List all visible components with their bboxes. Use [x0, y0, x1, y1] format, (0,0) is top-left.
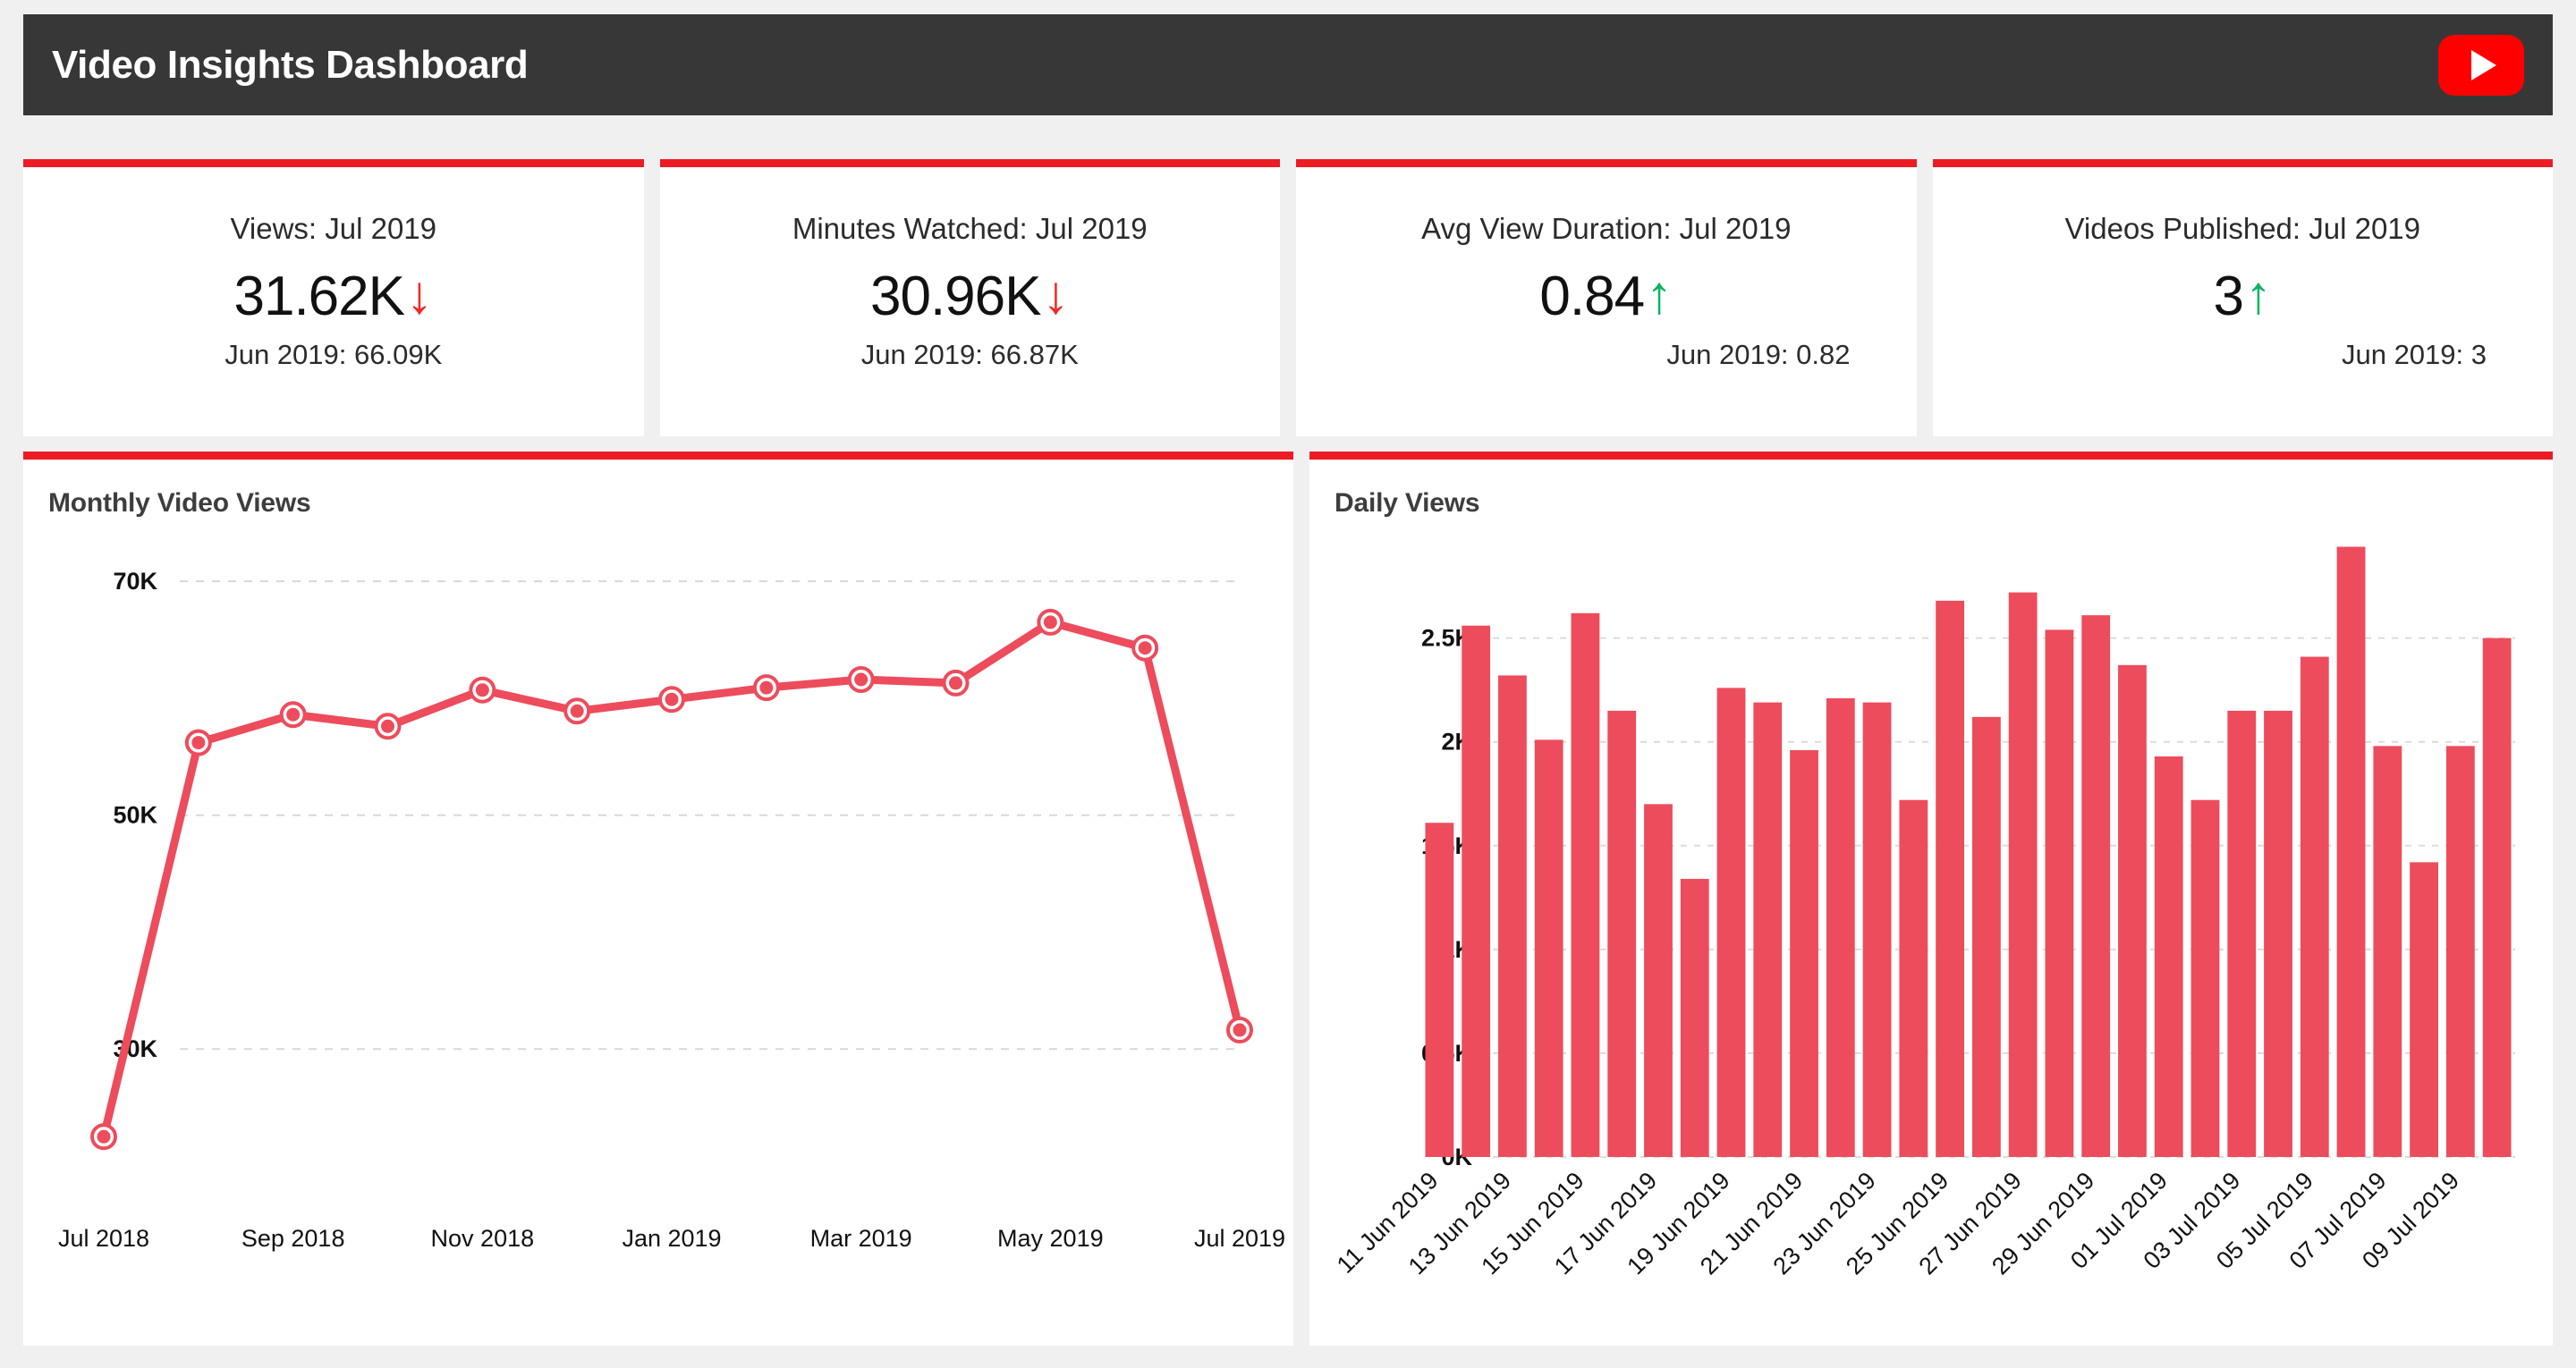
kpi-subtitle: Jun 2019: 0.82	[1666, 339, 1851, 370]
panel-monthly-video-views: Monthly Video Views 30K 50K 70K Jul 2018 Sep…	[23, 452, 1293, 1346]
kpi-subtitle: Jun 2019: 66.09K	[225, 339, 443, 370]
kpi-title: Avg View Duration: Jul 2019	[1421, 212, 1792, 245]
chart-panel-row: Monthly Video Views 30K 50K 70K Jul 2018 Sep…	[23, 452, 2553, 1346]
kpi-value: 30.96K	[869, 266, 1042, 327]
bar[interactable]	[2045, 629, 2074, 1157]
bar[interactable]	[2081, 615, 2111, 1157]
page-title: Video Insights Dashboard	[52, 42, 529, 87]
kpi-title: Views: Jul 2019	[230, 212, 437, 245]
line-data-point[interactable]	[279, 701, 307, 729]
line-data-point[interactable]	[658, 686, 685, 714]
line-data-point[interactable]	[564, 697, 591, 725]
chart-title-monthly-video-views: Monthly Video Views	[48, 488, 311, 518]
line-data-point[interactable]	[90, 1123, 117, 1151]
bar[interactable]	[2445, 746, 2475, 1157]
x-axis-tick-label: Jan 2019	[622, 1225, 721, 1252]
kpi-card-avg-view-duration[interactable]: Avg View Duration: Jul 2019 0.84 ↑ Jun 2…	[1296, 159, 1917, 436]
kpi-card-views[interactable]: Views: Jul 2019 31.62K ↓ Jun 2019: 66.09…	[23, 159, 644, 436]
kpi-card-row: Views: Jul 2019 31.62K ↓ Jun 2019: 66.09…	[23, 159, 2553, 436]
x-axis-tick-label: Jul 2018	[58, 1225, 149, 1252]
x-axis-tick-label: May 2019	[997, 1225, 1104, 1252]
bar[interactable]	[1753, 702, 1783, 1157]
kpi-main-value-group: 3 ↑	[1956, 265, 2530, 327]
line-data-point[interactable]	[752, 674, 780, 702]
bar[interactable]	[1462, 625, 1491, 1157]
bar[interactable]	[1498, 675, 1527, 1157]
bar[interactable]	[1899, 799, 1928, 1157]
kpi-title: Videos Published: Jul 2019	[2064, 212, 2420, 245]
y-axis-tick-label: 50K	[113, 802, 157, 829]
kpi-value: 31.62K	[233, 266, 405, 327]
kpi-value: 3	[2213, 266, 2244, 327]
kpi-main-value-group: 31.62K ↓	[47, 265, 621, 327]
line-data-point[interactable]	[469, 676, 496, 704]
bar[interactable]	[2008, 592, 2038, 1157]
bar[interactable]	[1716, 688, 1746, 1157]
kpi-main-value-group: 0.84 ↑	[1319, 265, 1894, 327]
line-data-point[interactable]	[374, 713, 402, 740]
bar[interactable]	[1862, 702, 1892, 1157]
x-axis-tick-label: Mar 2019	[810, 1225, 912, 1252]
bar[interactable]	[1936, 600, 1965, 1157]
kpi-card-minutes-watched[interactable]: Minutes Watched: Jul 2019 30.96K ↓ Jun 2…	[659, 159, 1280, 436]
bar[interactable]	[2227, 710, 2257, 1157]
kpi-subtitle: Jun 2019: 66.87K	[860, 339, 1079, 370]
kpi-value: 0.84	[1539, 266, 1645, 327]
kpi-card-videos-published[interactable]: Videos Published: Jul 2019 3 ↑ Jun 2019:…	[1932, 159, 2553, 436]
kpi-title: Minutes Watched: Jul 2019	[792, 212, 1148, 245]
bar[interactable]	[1607, 710, 1637, 1157]
bar[interactable]	[1971, 716, 2001, 1157]
bar[interactable]	[1534, 739, 1563, 1157]
line-data-point[interactable]	[1226, 1017, 1253, 1044]
line-data-point[interactable]	[184, 729, 212, 756]
line-data-point[interactable]	[1037, 608, 1064, 636]
bar[interactable]	[1425, 823, 1454, 1157]
bar[interactable]	[1826, 697, 1855, 1157]
kpi-main-value-group: 30.96K ↓	[683, 265, 1258, 327]
bar[interactable]	[2300, 656, 2329, 1157]
bar[interactable]	[2118, 664, 2147, 1157]
x-axis-tick-label: Jul 2019	[1194, 1225, 1285, 1252]
bar[interactable]	[2410, 862, 2438, 1157]
chart-title-daily-views: Daily Views	[1335, 488, 1480, 518]
bar[interactable]	[1571, 612, 1600, 1157]
trend-up-arrow-icon: ↑	[1646, 265, 1674, 325]
bar[interactable]	[2264, 710, 2292, 1157]
line-data-point[interactable]	[942, 669, 970, 697]
bar[interactable]	[1680, 878, 1709, 1157]
y-axis-tick-label: 70K	[113, 568, 157, 595]
play-triangle-icon	[2471, 49, 2496, 80]
bar[interactable]	[1644, 804, 1673, 1157]
bar[interactable]	[2373, 746, 2402, 1157]
trend-down-arrow-icon: ↓	[1042, 265, 1070, 325]
bar[interactable]	[1790, 750, 1818, 1157]
youtube-logo-icon[interactable]	[2438, 34, 2524, 96]
bar[interactable]	[2190, 799, 2220, 1157]
bar[interactable]	[2154, 756, 2183, 1157]
bar[interactable]	[2336, 546, 2366, 1158]
trend-up-arrow-icon: ↑	[2244, 265, 2272, 325]
x-axis-tick-label: Nov 2018	[431, 1225, 535, 1252]
kpi-subtitle: Jun 2019: 3	[2341, 339, 2487, 370]
x-axis-tick-label: Sep 2018	[242, 1225, 345, 1252]
line-chart-monthly-video-views[interactable]: 30K 50K 70K Jul 2018 Sep 2018 Nov 2018 Jan 201…	[23, 460, 1293, 1346]
line-data-point[interactable]	[847, 666, 875, 693]
app-header: Video Insights Dashboard	[23, 14, 2553, 115]
line-data-point[interactable]	[1131, 634, 1159, 662]
trend-down-arrow-icon: ↓	[406, 265, 433, 325]
bar[interactable]	[2482, 638, 2512, 1157]
